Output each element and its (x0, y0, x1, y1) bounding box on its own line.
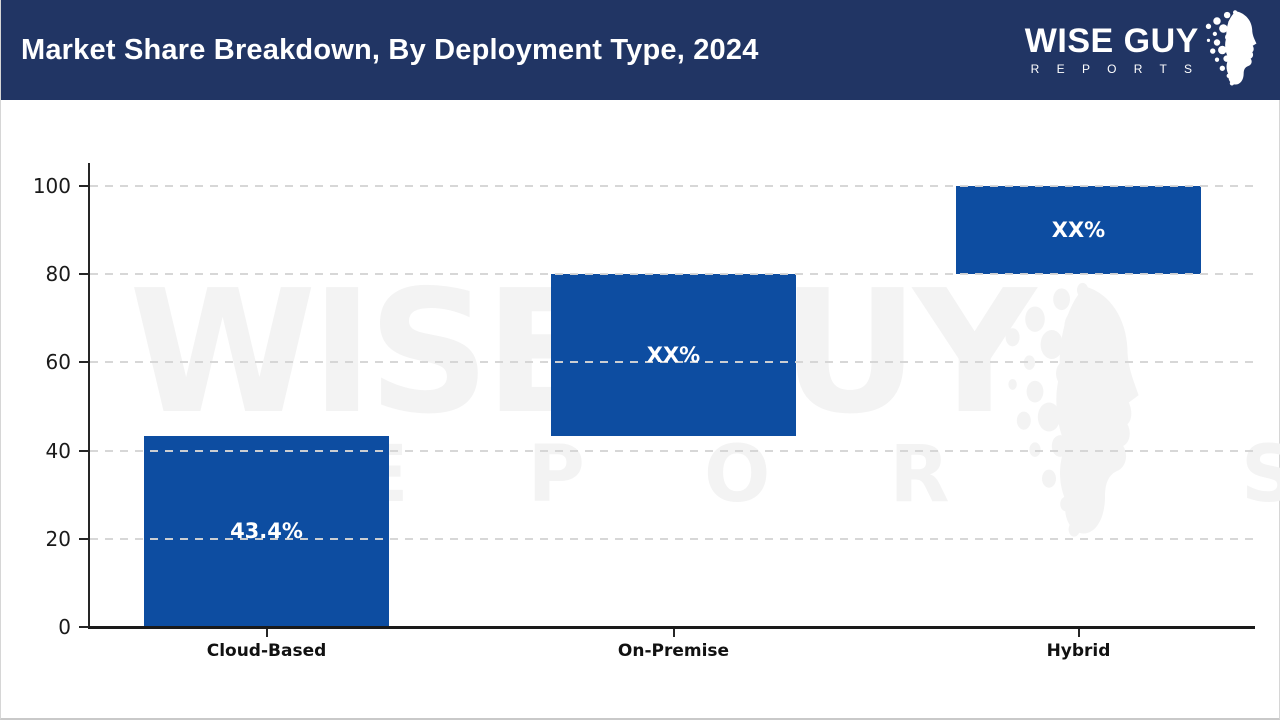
y-tick-100 (79, 185, 89, 187)
bar-value-label: 43.4% (230, 519, 303, 544)
wiseguy-logo-text: WISE GUY R E P O R T S (1025, 24, 1199, 76)
gridline-20 (90, 537, 1254, 540)
y-tick-0 (79, 626, 89, 628)
bar-hybrid (956, 186, 1201, 275)
y-tick-60 (79, 361, 89, 364)
header-bar: Market Share Breakdown, By Deployment Ty… (1, 0, 1280, 100)
bar-value-label: XX% (1051, 218, 1106, 243)
bar-value-label: XX% (646, 342, 701, 367)
bar-cloud-based (144, 435, 389, 627)
gridline-40 (90, 449, 1254, 452)
y-tick-label-40: 40 (45, 438, 71, 463)
gridline-100 (90, 185, 1254, 187)
y-tick-80 (79, 273, 89, 276)
y-tick-label-80: 80 (45, 262, 71, 287)
x-tick-1 (672, 629, 675, 637)
y-tick-label-60: 60 (45, 350, 71, 375)
y-tick-40 (79, 449, 89, 452)
category-label: On-Premise (617, 641, 730, 661)
x-tick-0 (265, 629, 268, 637)
category-label: Hybrid (1046, 641, 1111, 661)
logo-wordmark: WISE GUY (1024, 22, 1199, 60)
y-axis-line (88, 163, 90, 629)
y-tick-label-20: 20 (45, 526, 71, 551)
y-tick-20 (79, 537, 89, 540)
logo-subtitle: R E P O R T S (1030, 62, 1199, 76)
gridline-80 (90, 273, 1254, 276)
x-tick-2 (1077, 629, 1080, 637)
y-tick-label-100: 100 (32, 174, 71, 198)
page-title: Market Share Breakdown, By Deployment Ty… (21, 33, 759, 66)
category-label: Cloud-Based (206, 641, 327, 661)
x-axis-line (88, 626, 1255, 629)
y-tick-label-0: 0 (58, 615, 71, 639)
wiseguy-logo: WISE GUY R E P O R T S (1025, 0, 1265, 100)
bar-on-premise (551, 274, 796, 436)
gridline-60 (90, 361, 1254, 364)
watermark-head-icon (1005, 282, 1139, 537)
wiseguy-head-icon (1205, 10, 1257, 86)
